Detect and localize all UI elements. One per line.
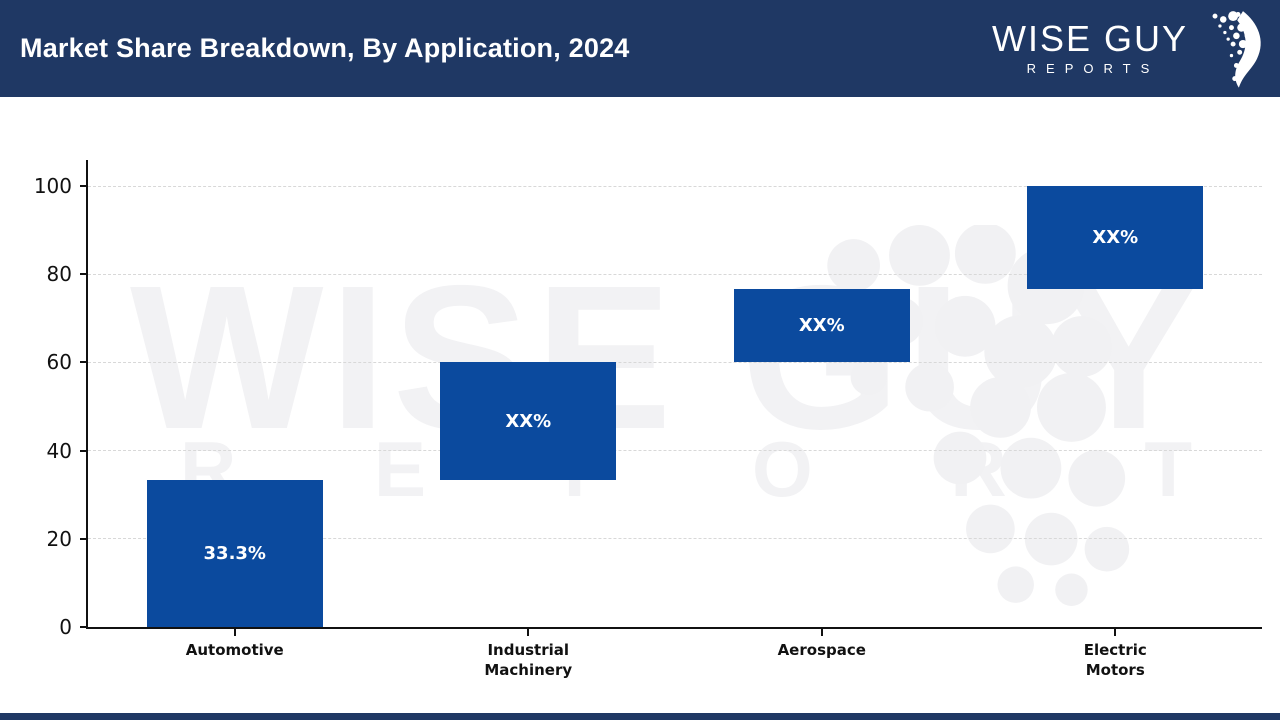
bar-value-label: XX%: [798, 315, 845, 337]
x-category-label-automotive: Automotive: [185, 641, 284, 659]
x-axis-line: [86, 627, 1262, 629]
gridline-60: [88, 361, 1262, 363]
y-tick-label-80: 80: [46, 262, 72, 287]
y-axis-line: [86, 160, 88, 629]
brand-logo: WISE GUY REPORTS: [992, 7, 1266, 91]
y-tick-mark-40: [80, 449, 88, 452]
bar-value-label: XX%: [1092, 226, 1139, 248]
x-tick-mark-aerospace: [820, 629, 823, 636]
y-tick-mark-20: [80, 537, 88, 540]
bar-value-label: 33.3%: [203, 543, 266, 565]
y-tick-label-0: 0: [59, 615, 72, 639]
y-tick-mark-60: [80, 361, 88, 364]
y-tick-mark-0: [80, 626, 88, 628]
x-category-label-aerospace: Aerospace: [777, 641, 866, 659]
bar-electric-motors: XX%: [1027, 186, 1204, 289]
x-category-label-industrial-machinery: Industrial Machinery: [484, 641, 573, 680]
y-tick-label-40: 40: [46, 438, 72, 463]
footer-bar: [0, 713, 1280, 720]
gridline-20: [88, 538, 1262, 540]
gridline-100: [88, 185, 1262, 187]
brand-logo-text: WISE GUY REPORTS: [991, 18, 1188, 77]
gridline-40: [88, 450, 1262, 452]
brand-subname: REPORTS: [1026, 61, 1160, 76]
brand-name: WISE GUY: [991, 18, 1188, 59]
header-bar: Market Share Breakdown, By Application, …: [0, 0, 1280, 97]
y-tick-label-20: 20: [46, 526, 72, 551]
bar-industrial-machinery: XX%: [440, 362, 617, 481]
plot-area: 33.3% XX% XX% XX%: [88, 160, 1262, 627]
x-tick-mark-industrial-machinery: [527, 629, 530, 636]
bar-value-label: XX%: [505, 410, 552, 432]
x-tick-mark-electric-motors: [1114, 629, 1117, 636]
y-tick-label-100: 100: [33, 174, 72, 198]
bar-aerospace: XX%: [733, 288, 910, 363]
gridline-80: [88, 273, 1262, 275]
logo-head-icon: [1212, 10, 1261, 88]
y-tick-mark-100: [80, 185, 88, 187]
page-title: Market Share Breakdown, By Application, …: [20, 33, 630, 63]
x-category-label-electric-motors: Electric Motors: [1083, 641, 1147, 680]
y-tick-mark-80: [80, 273, 88, 276]
x-tick-mark-automotive: [233, 629, 236, 636]
y-tick-label-60: 60: [46, 350, 72, 375]
bar-automotive: 33.3%: [146, 480, 323, 627]
